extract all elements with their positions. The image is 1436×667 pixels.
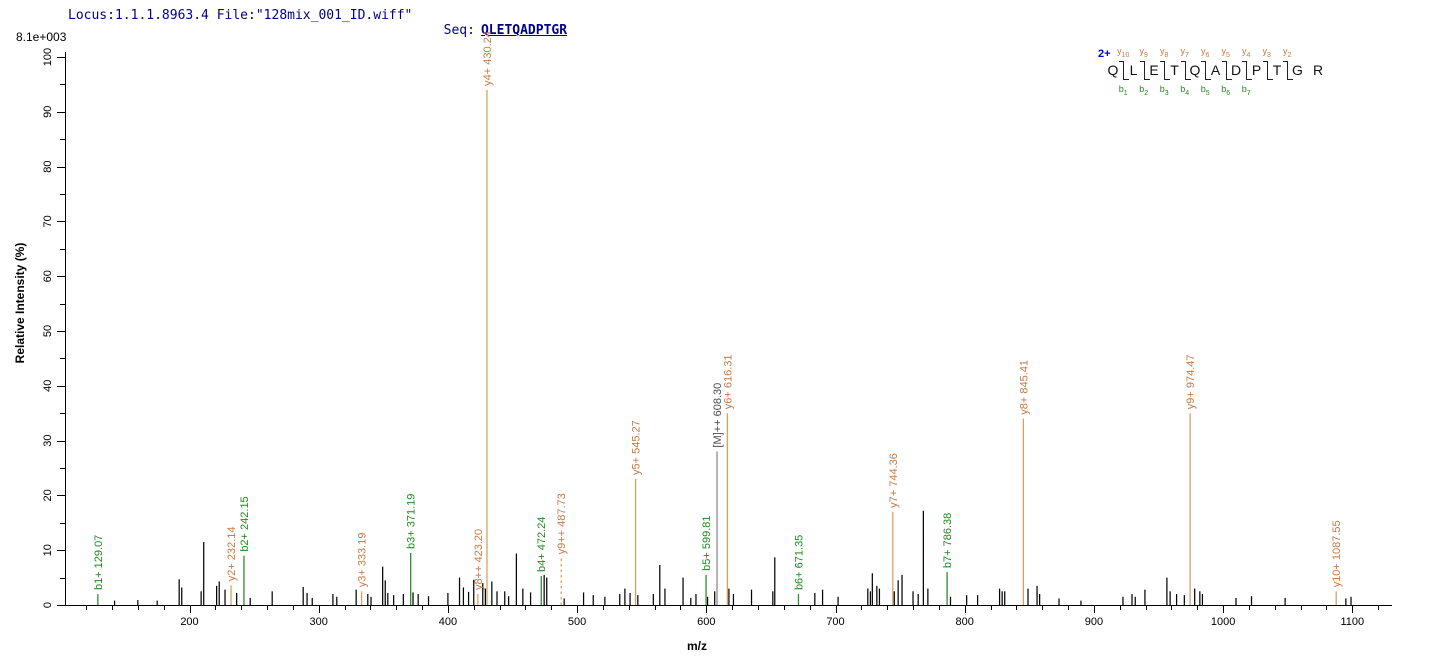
x-tick-label: 700 (826, 616, 844, 628)
y-ion-label-y3: y3 (1262, 46, 1271, 59)
residue-E: E (1149, 62, 1159, 78)
peak-label: y6+ 616.31 (722, 354, 734, 409)
b-ion-label-b7: b7 (1241, 84, 1251, 97)
peak-label: y5+ 545.27 (631, 420, 643, 475)
peak-label: b4+ 472.24 (536, 517, 548, 572)
y-tick-label: 20 (42, 489, 54, 501)
fragmentation-mark (1180, 61, 1191, 80)
fragmentation-mark (1119, 61, 1130, 80)
y-axis-title: Relative Intensity (%) (13, 243, 27, 364)
locus-file-label: Locus:1.1.1.8963.4 File:"128mix_001_ID.w… (68, 8, 413, 23)
residue-Q: Q (1107, 62, 1119, 78)
seq-label: Seq: (443, 23, 475, 38)
precursor-charge: 2+ (1098, 48, 1111, 60)
fragmentation-mark (1262, 61, 1273, 80)
fragmentation-mark (1160, 61, 1171, 80)
residue-D: D (1230, 62, 1242, 78)
peak-label: y8++ 423.20 (473, 529, 485, 590)
residue-T: T (1170, 62, 1179, 78)
b-ion-label-b6: b6 (1221, 84, 1231, 97)
base-peak-intensity: 8.1e+003 (16, 30, 67, 44)
y-ion-label-y9: y9 (1139, 46, 1148, 59)
y-tick-label: 10 (42, 544, 54, 556)
y-ion-label-y2: y2 (1283, 46, 1292, 59)
y-tick-label: 80 (42, 160, 54, 172)
y-tick-label: 100 (42, 48, 54, 66)
fragmentation-mark (1201, 61, 1212, 80)
fragmentation-mark (1139, 61, 1150, 80)
sequence-value: QLETQADPTGR (480, 23, 568, 38)
y-tick-label: 90 (42, 106, 54, 118)
x-tick-label: 600 (697, 616, 715, 628)
peak-label: y7+ 744.36 (888, 453, 900, 508)
y-ion-label-y5: y5 (1221, 46, 1230, 59)
x-tick-label: 500 (568, 616, 586, 628)
peak-label: b7+ 786.38 (942, 513, 954, 568)
y-ion-label-y6: y6 (1201, 46, 1210, 59)
x-tick-label: 1000 (1211, 616, 1235, 628)
x-tick-label: 1100 (1340, 616, 1364, 628)
peak-label: b5+ 599.81 (701, 515, 713, 570)
residue-P: P (1251, 62, 1262, 78)
x-axis-title: m/z (687, 639, 707, 653)
y-ion-label-y10: y10 (1117, 46, 1130, 59)
peak-label: b1+ 129.07 (93, 535, 105, 590)
residue-R: R (1312, 62, 1324, 78)
residue-A: A (1210, 62, 1221, 78)
residue-G: G (1292, 62, 1303, 78)
y-ion-label-y4: y4 (1242, 46, 1251, 59)
residue-L: L (1129, 62, 1138, 78)
x-tick-label: 900 (1085, 616, 1103, 628)
y-tick-label: 70 (42, 215, 54, 227)
x-tick-label: 400 (439, 616, 457, 628)
peak-label: y4+ 430.24 (482, 31, 494, 86)
y-tick-label: 50 (42, 325, 54, 337)
y-tick-label: 40 (42, 380, 54, 392)
b-ion-label-b3: b3 (1159, 84, 1169, 97)
y-tick-label: 30 (42, 434, 54, 446)
peak-label: y10+ 1087.55 (1331, 520, 1343, 587)
fragmentation-mark (1242, 61, 1253, 80)
peak-label: y9++ 487.73 (556, 493, 568, 554)
peak-label: y9+ 974.47 (1185, 354, 1197, 409)
x-tick-label: 300 (310, 616, 328, 628)
y-ion-label-y8: y8 (1160, 46, 1169, 59)
fragmentation-mark (1221, 61, 1232, 80)
peak-label: b3+ 371.19 (406, 494, 418, 549)
sequence-header: Seq: QLETQADPTGR (428, 8, 567, 38)
x-tick-label: 200 (180, 616, 198, 628)
residue-Q: Q (1189, 62, 1201, 78)
b-ion-label-b5: b5 (1200, 84, 1210, 97)
b-ion-label-b2: b2 (1139, 84, 1149, 97)
y-tick-label: 0 (42, 602, 54, 608)
x-tick-label: 800 (956, 616, 974, 628)
y-ion-label-y7: y7 (1180, 46, 1189, 59)
peak-label: b6+ 671.35 (793, 535, 805, 590)
b-ion-label-b1: b1 (1118, 84, 1128, 97)
peak-label: b2+ 242.15 (239, 496, 251, 551)
peak-label: y8+ 845.41 (1018, 360, 1030, 415)
peak-label: y3+ 333.19 (357, 533, 369, 588)
residue-T: T (1272, 62, 1282, 78)
peak-label: y2+ 232.14 (226, 527, 238, 582)
b-ion-label-b4: b4 (1180, 84, 1190, 97)
y-tick-label: 60 (42, 270, 54, 282)
peak-label: [M]++ 608.30 (712, 383, 724, 448)
fragmentation-mark (1283, 61, 1294, 80)
